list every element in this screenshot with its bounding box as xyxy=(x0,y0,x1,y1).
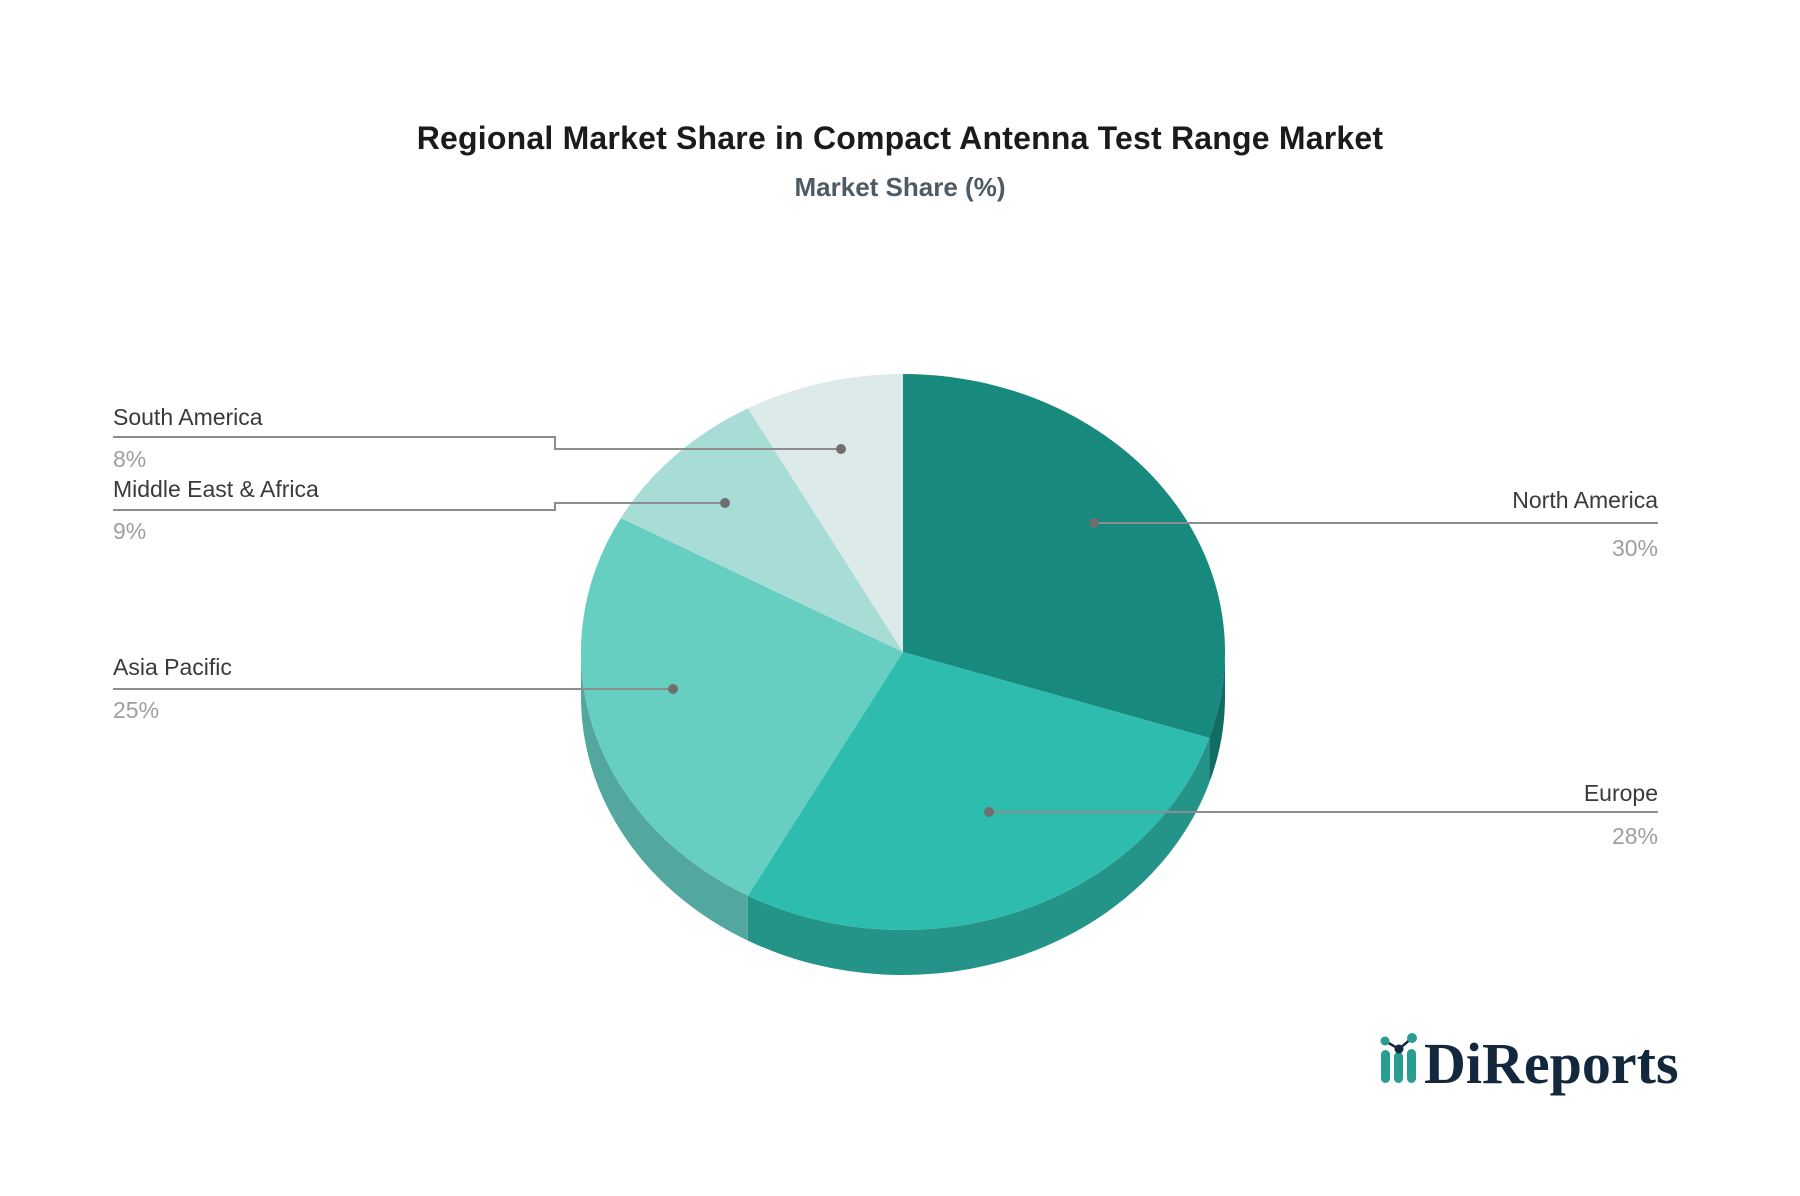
slice-name: North America xyxy=(1512,487,1658,513)
slice-name: Middle East & Africa xyxy=(113,476,319,502)
slice-name: Asia Pacific xyxy=(113,654,232,680)
slice-value: 8% xyxy=(113,446,147,472)
slice-label-north-america: North America 30% xyxy=(1512,487,1658,561)
slice-name: Europe xyxy=(1583,780,1658,806)
chart-title: Regional Market Share in Compact Antenna… xyxy=(416,120,1384,156)
slice-name: South America xyxy=(113,404,263,430)
slice-label-asia-pacific: Asia Pacific 25% xyxy=(113,654,232,723)
slice-value: 28% xyxy=(1611,823,1658,849)
slice-value: 25% xyxy=(113,697,160,723)
chart-subtitle: Market Share (%) xyxy=(794,172,1006,202)
slice-label-europe: Europe 28% xyxy=(1584,780,1658,849)
brand-logo: DiReports xyxy=(1377,1032,1679,1094)
slice-value: 9% xyxy=(113,518,147,544)
slice-value: 30% xyxy=(1611,535,1658,561)
bar-chart-logo-icon xyxy=(1380,1033,1417,1083)
slice-label-south-america: South America 8% xyxy=(113,404,263,472)
slice-label-middle-east-africa: Middle East & Africa 9% xyxy=(113,476,319,544)
brand-name: DiReports xyxy=(1424,1031,1679,1096)
